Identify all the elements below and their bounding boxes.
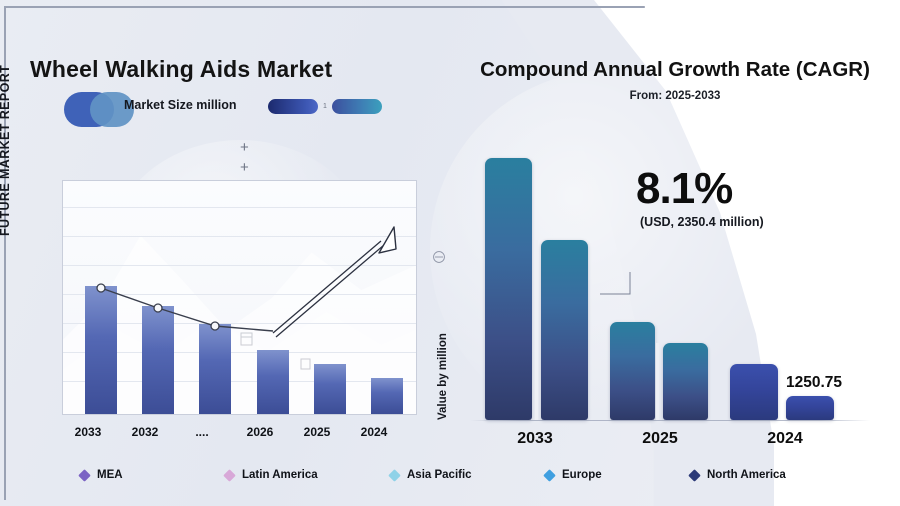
legend-label: Asia Pacific xyxy=(407,469,472,481)
right-chart-value-label: 1250.75 xyxy=(786,374,843,391)
market-size-label: Market Size million xyxy=(124,98,237,112)
legend-label: Europe xyxy=(562,469,602,481)
legend-label: Latin America xyxy=(242,469,318,481)
bar-2032 xyxy=(142,306,174,414)
region-legend: MEA Latin America Asia Pacific Europe No… xyxy=(78,464,840,486)
legend-item-mea[interactable]: MEA xyxy=(78,468,225,482)
x-label-2024: 2024 xyxy=(360,425,388,439)
x-label-2032: 2032 xyxy=(131,425,159,439)
gridline xyxy=(63,352,416,353)
legend-pills: 1 xyxy=(268,99,382,114)
gridline xyxy=(63,207,416,208)
x-label-2026: 2026 xyxy=(246,425,274,439)
plus-icon-1: + xyxy=(240,139,249,156)
trend-line-overlay xyxy=(96,226,397,370)
x-label-2033: 2033 xyxy=(74,425,102,439)
right-chart-baseline xyxy=(470,420,870,421)
bar-2025 xyxy=(314,364,346,414)
right-bar-2033-secondary xyxy=(541,240,588,420)
bar-mid xyxy=(199,324,231,414)
gridline xyxy=(63,323,416,324)
bar-gap-2025 xyxy=(656,343,659,420)
right-bar-2033-primary xyxy=(485,158,532,420)
right-bar-2024-primary xyxy=(730,364,778,420)
chart-watermark-icons xyxy=(240,332,311,370)
diamond-icon xyxy=(543,468,556,482)
gridline xyxy=(63,381,416,382)
right-x-label-2033: 2033 xyxy=(517,430,553,447)
cagr-note: (USD, 2350.4 million) xyxy=(640,215,764,229)
legend-label: North America xyxy=(707,469,786,481)
x-label-mid: .... xyxy=(195,425,209,439)
left-chart-secondary-axis-label: Value by million xyxy=(437,333,449,420)
bar-2033 xyxy=(85,286,117,414)
legend-pill-secondary xyxy=(331,99,382,114)
cagr-title: Compound Annual Growth Rate (CAGR) xyxy=(480,58,870,81)
bar-2026 xyxy=(257,350,289,414)
logo-shape-light xyxy=(90,92,134,127)
decorative-bracket xyxy=(600,272,631,295)
right-bar-2024-secondary xyxy=(786,396,834,420)
gridline xyxy=(63,236,416,237)
diamond-icon xyxy=(78,468,91,482)
gridline xyxy=(63,294,416,295)
x-label-2025: 2025 xyxy=(303,425,331,439)
legend-pill-primary xyxy=(268,99,318,114)
page-title: Wheel Walking Aids Market xyxy=(30,56,333,82)
diamond-icon xyxy=(688,468,701,482)
right-bar-2025-primary xyxy=(610,322,655,420)
right-x-label-2024: 2024 xyxy=(767,430,803,447)
legend-pill-separator: 1 xyxy=(323,103,327,110)
bar-2024 xyxy=(371,378,403,414)
legend-label: MEA xyxy=(97,469,123,481)
diamond-icon xyxy=(223,468,236,482)
diamond-icon xyxy=(388,468,401,482)
gridline xyxy=(63,265,416,266)
growth-arrow xyxy=(272,226,397,338)
legend-item-north-america[interactable]: North America xyxy=(688,468,786,482)
legend-item-latin-america[interactable]: Latin America xyxy=(223,468,390,482)
bar-gap-2033 xyxy=(535,240,538,420)
right-x-label-2025: 2025 xyxy=(642,430,678,447)
cagr-value: 8.1% xyxy=(636,164,733,213)
legend-item-europe[interactable]: Europe xyxy=(543,468,690,482)
legend-item-asia-pacific[interactable]: Asia Pacific xyxy=(388,468,545,482)
left-chart-y-axis-label: FUTURE MARKET REPORT xyxy=(0,64,12,236)
left-bar-chart xyxy=(62,180,417,415)
plus-icon-2: + xyxy=(240,159,249,176)
logo-mark xyxy=(64,92,134,127)
right-bar-2025-secondary xyxy=(663,343,708,420)
cagr-subtitle: From: 2025-2033 xyxy=(629,90,721,102)
circle-minus-icon xyxy=(433,251,445,263)
